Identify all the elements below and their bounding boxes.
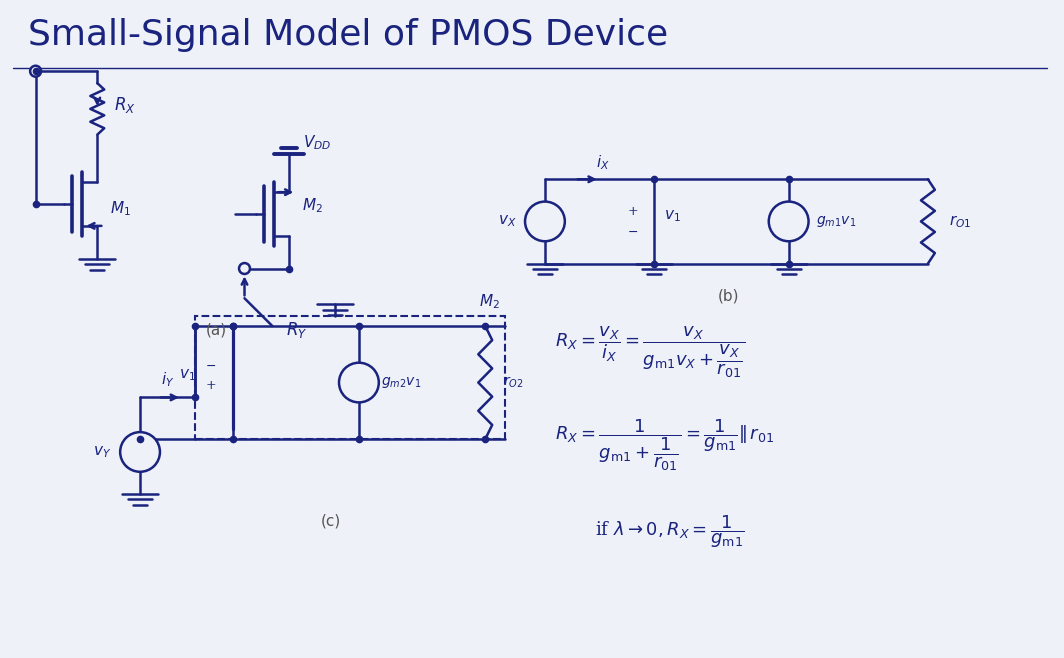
Text: $-$: $-$: [148, 453, 159, 467]
Circle shape: [339, 363, 379, 403]
Text: $M_2$: $M_2$: [480, 292, 500, 311]
Circle shape: [525, 201, 565, 241]
Text: $g_{m1}v_1$: $g_{m1}v_1$: [816, 214, 857, 229]
Text: +: +: [148, 438, 159, 451]
Circle shape: [239, 263, 250, 274]
Text: $V_{DD}$: $V_{DD}$: [303, 133, 331, 152]
Circle shape: [120, 432, 160, 472]
Text: $i_Y$: $i_Y$: [162, 370, 174, 389]
Text: +: +: [552, 207, 563, 220]
Text: +: +: [627, 205, 637, 218]
Bar: [195, 316, 505, 439]
Text: $-$: $-$: [552, 223, 564, 236]
Text: $R_X = \dfrac{v_X}{i_X} = \dfrac{v_X}{g_{\mathrm{m1}}v_X + \dfrac{v_X}{r_{01}}}$: $R_X = \dfrac{v_X}{i_X} = \dfrac{v_X}{g_…: [555, 325, 745, 380]
Text: $R_X$: $R_X$: [114, 95, 136, 115]
Text: (b): (b): [718, 289, 739, 304]
Text: Small-Signal Model of PMOS Device: Small-Signal Model of PMOS Device: [28, 18, 668, 53]
Text: (c): (c): [321, 514, 342, 529]
Text: $-$: $-$: [627, 225, 638, 238]
Text: $v_X$: $v_X$: [498, 214, 516, 229]
Text: $v_1$: $v_1$: [180, 368, 196, 384]
Text: $g_{m2}v_1$: $g_{m2}v_1$: [381, 375, 421, 390]
Text: +: +: [205, 379, 216, 392]
Text: $M_2$: $M_2$: [302, 197, 322, 215]
Text: if $\lambda \rightarrow 0, R_X = \dfrac{1}{g_{\mathrm{m1}}}$: if $\lambda \rightarrow 0, R_X = \dfrac{…: [595, 513, 744, 549]
Text: $v_Y$: $v_Y$: [94, 444, 112, 460]
Text: $r_{O1}$: $r_{O1}$: [949, 213, 971, 230]
Text: $-$: $-$: [205, 359, 216, 372]
Text: $R_Y$: $R_Y$: [285, 320, 306, 340]
Text: $R_X = \dfrac{1}{g_{\mathrm{m1}} + \dfrac{1}{r_{01}}} = \dfrac{1}{g_{\mathrm{m1}: $R_X = \dfrac{1}{g_{\mathrm{m1}} + \dfra…: [555, 417, 775, 472]
Text: $i_X$: $i_X$: [596, 153, 610, 172]
Text: $v_1$: $v_1$: [664, 209, 681, 224]
Circle shape: [769, 201, 809, 241]
Text: $M_1$: $M_1$: [110, 199, 131, 218]
Text: $r_{O2}$: $r_{O2}$: [503, 375, 523, 390]
Circle shape: [30, 66, 41, 76]
Text: (a): (a): [206, 322, 228, 338]
